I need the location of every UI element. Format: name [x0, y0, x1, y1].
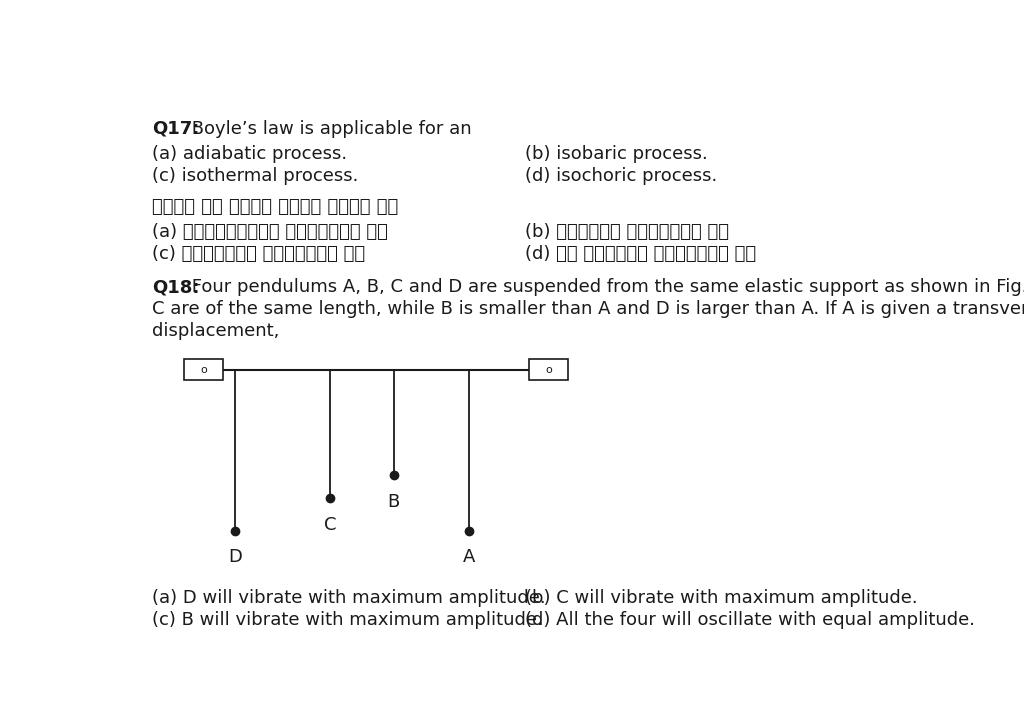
Text: C: C — [325, 516, 337, 534]
Text: Boyle’s law is applicable for an: Boyle’s law is applicable for an — [186, 120, 472, 138]
Text: (a) adiabatic process.: (a) adiabatic process. — [152, 145, 347, 163]
Text: (b) C will vibrate with maximum amplitude.: (b) C will vibrate with maximum amplitud… — [524, 589, 918, 607]
Text: (c) B will vibrate with maximum amplitude.: (c) B will vibrate with maximum amplitud… — [152, 611, 543, 629]
Text: C are of the same length, while B is smaller than A and D is larger than A. If A: C are of the same length, while B is sma… — [152, 300, 1024, 318]
Text: (d) सम आयतनिक प्रक्रम पर: (d) सम आयतनिक प्रक्रम पर — [524, 244, 756, 262]
Text: o: o — [545, 365, 552, 375]
FancyBboxPatch shape — [528, 359, 568, 380]
Text: A: A — [463, 549, 475, 567]
Text: o: o — [200, 365, 207, 375]
Text: Four pendulums A, B, C and D are suspended from the same elastic support as show: Four pendulums A, B, C and D are suspend… — [186, 278, 1024, 296]
Text: Q17:: Q17: — [152, 120, 200, 138]
Text: (c) समतापीय प्रक्रम पर: (c) समतापीय प्रक्रम पर — [152, 244, 365, 262]
Text: (d) isochoric process.: (d) isochoric process. — [524, 167, 717, 185]
FancyBboxPatch shape — [183, 359, 223, 380]
Text: B: B — [388, 493, 400, 511]
Text: (b) isobaric process.: (b) isobaric process. — [524, 145, 708, 163]
Text: Q18:: Q18: — [152, 278, 200, 296]
Text: (d) All the four will oscillate with equal amplitude.: (d) All the four will oscillate with equ… — [524, 611, 975, 629]
Text: displacement,: displacement, — [152, 322, 280, 340]
Text: (a) D will vibrate with maximum amplitude.: (a) D will vibrate with maximum amplitud… — [152, 589, 546, 607]
Text: बोयल का नियम लागू होता है: बोयल का नियम लागू होता है — [152, 198, 398, 216]
Text: D: D — [228, 549, 242, 567]
Text: (b) समदाबी प्रक्रम पर: (b) समदाबी प्रक्रम पर — [524, 223, 729, 241]
Text: (c) isothermal process.: (c) isothermal process. — [152, 167, 358, 185]
Text: (a) रुद्धोष्म प्रक्रम पर: (a) रुद्धोष्म प्रक्रम पर — [152, 223, 388, 241]
